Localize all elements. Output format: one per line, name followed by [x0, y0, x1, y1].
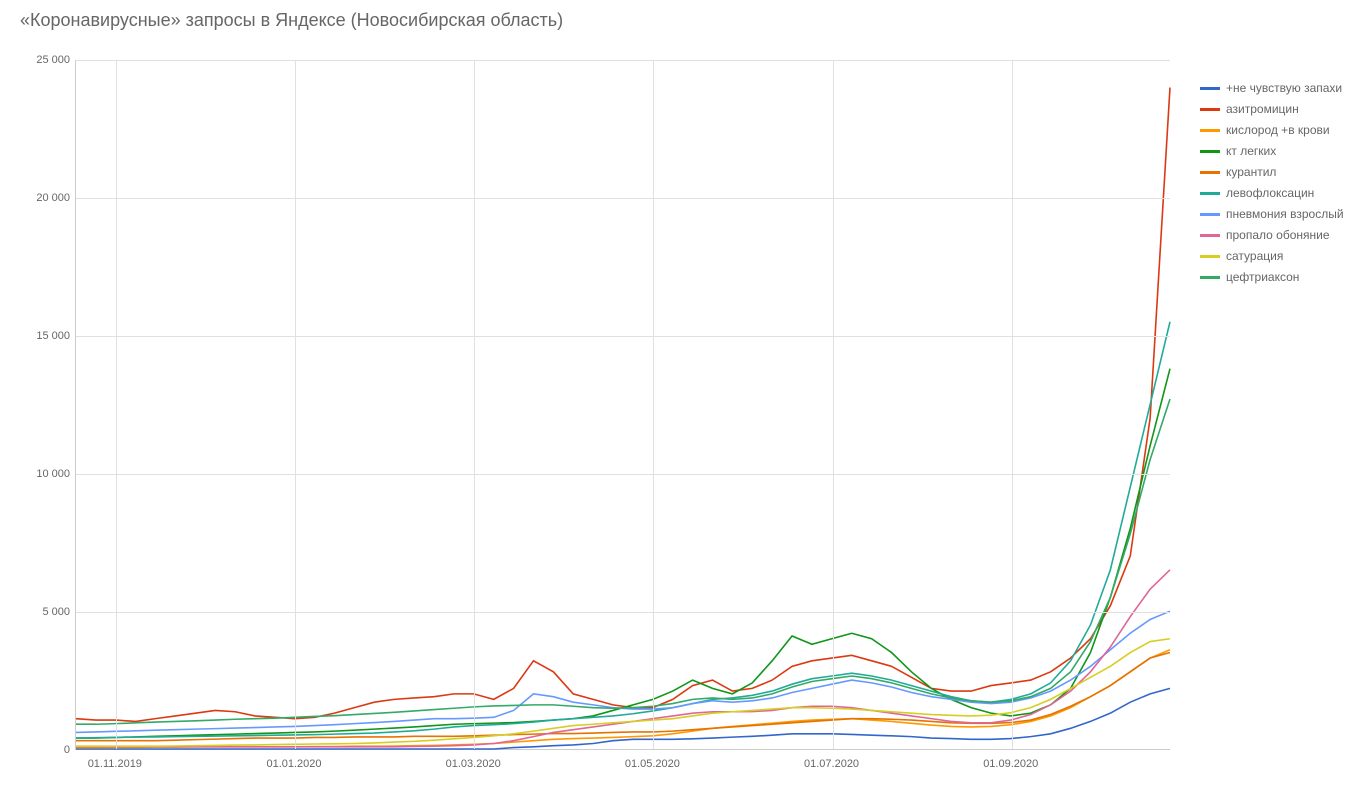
legend-label: кислород +в крови: [1226, 123, 1330, 137]
legend-label: +не чувствую запахи: [1226, 81, 1342, 95]
y-tick-label: 0: [64, 744, 70, 756]
chart-title: «Коронавирусные» запросы в Яндексе (Ново…: [20, 10, 563, 31]
y-tick-label: 5 000: [42, 606, 70, 618]
legend-swatch: [1200, 234, 1220, 237]
legend-item[interactable]: пневмония взрослый: [1200, 206, 1344, 222]
legend-label: сатурация: [1226, 249, 1283, 263]
series-line: [76, 570, 1170, 747]
legend-item[interactable]: +не чувствую запахи: [1200, 80, 1344, 96]
legend-label: цефтриаксон: [1226, 270, 1299, 284]
x-tick-label: 01.01.2020: [266, 758, 321, 770]
legend-label: левофлоксацин: [1226, 186, 1314, 200]
plot-area: [75, 60, 1170, 750]
series-line: [76, 639, 1170, 746]
legend-item[interactable]: кт легких: [1200, 143, 1344, 159]
legend-label: пропало обоняние: [1226, 228, 1330, 242]
legend-item[interactable]: левофлоксацин: [1200, 185, 1344, 201]
y-axis-ticks: 05 00010 00015 00020 00025 000: [20, 60, 70, 780]
legend-swatch: [1200, 108, 1220, 111]
legend-item[interactable]: пропало обоняние: [1200, 227, 1344, 243]
legend-item[interactable]: кислород +в крови: [1200, 122, 1344, 138]
series-line: [76, 88, 1170, 722]
legend-swatch: [1200, 276, 1220, 279]
x-tick-label: 01.07.2020: [804, 758, 859, 770]
legend-item[interactable]: цефтриаксон: [1200, 269, 1344, 285]
series-line: [76, 322, 1170, 738]
y-tick-label: 20 000: [36, 192, 70, 204]
legend-item[interactable]: сатурация: [1200, 248, 1344, 264]
line-series-svg: [76, 60, 1170, 749]
legend-swatch: [1200, 213, 1220, 216]
legend-label: курантил: [1226, 165, 1276, 179]
legend: +не чувствую запахи азитромицин кислород +…: [1200, 80, 1344, 290]
plot-container: 05 00010 00015 00020 00025 000 01.11.201…: [20, 60, 1170, 780]
legend-swatch: [1200, 192, 1220, 195]
legend-swatch: [1200, 129, 1220, 132]
x-tick-label: 01.05.2020: [625, 758, 680, 770]
series-line: [76, 399, 1170, 724]
legend-swatch: [1200, 171, 1220, 174]
legend-swatch: [1200, 150, 1220, 153]
legend-swatch: [1200, 87, 1220, 90]
x-tick-label: 01.09.2020: [983, 758, 1038, 770]
legend-label: пневмония взрослый: [1226, 207, 1344, 221]
x-tick-label: 01.03.2020: [446, 758, 501, 770]
legend-label: азитромицин: [1226, 102, 1299, 116]
x-tick-label: 01.11.2019: [88, 758, 142, 770]
y-tick-label: 25 000: [36, 54, 70, 66]
y-tick-label: 15 000: [36, 330, 70, 342]
legend-item[interactable]: курантил: [1200, 164, 1344, 180]
legend-swatch: [1200, 255, 1220, 258]
legend-label: кт легких: [1226, 144, 1276, 158]
legend-item[interactable]: азитромицин: [1200, 101, 1344, 117]
y-tick-label: 10 000: [36, 468, 70, 480]
series-line: [76, 369, 1170, 738]
